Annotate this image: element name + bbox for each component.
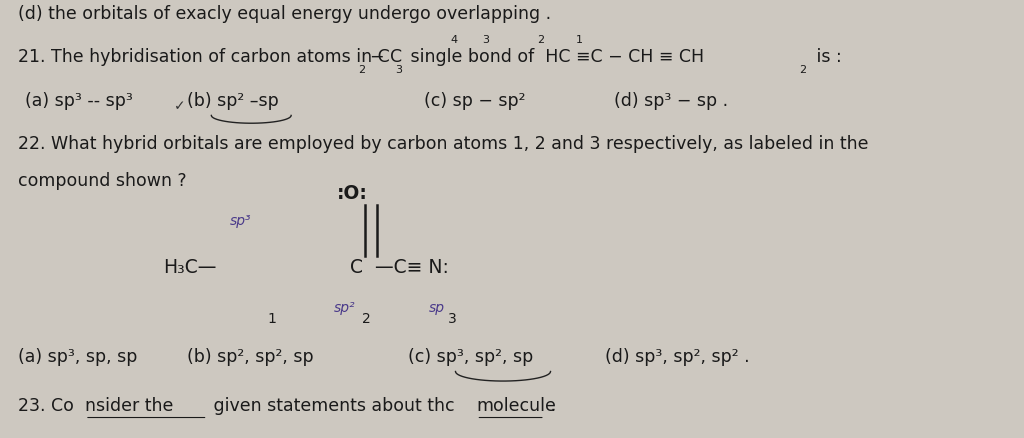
Text: 3: 3 bbox=[482, 35, 489, 45]
Text: given statements about thc: given statements about thc bbox=[208, 396, 460, 414]
Text: sp: sp bbox=[429, 300, 444, 314]
Text: 2: 2 bbox=[538, 35, 545, 45]
Text: H₃C—: H₃C— bbox=[163, 257, 216, 276]
Text: (d) sp³ − sp .: (d) sp³ − sp . bbox=[614, 92, 728, 110]
Text: 2: 2 bbox=[362, 311, 371, 325]
Text: (b) sp² –sp: (b) sp² –sp bbox=[186, 92, 279, 110]
Text: —C≡ N:: —C≡ N: bbox=[375, 257, 449, 276]
Text: sp²: sp² bbox=[334, 300, 355, 314]
Text: (c) sp − sp²: (c) sp − sp² bbox=[424, 92, 525, 110]
Text: (a) sp³, sp, sp: (a) sp³, sp, sp bbox=[18, 347, 138, 365]
Text: (a) sp³ -- sp³: (a) sp³ -- sp³ bbox=[26, 92, 133, 110]
Text: is :: is : bbox=[811, 48, 842, 66]
Text: 2: 2 bbox=[800, 65, 807, 75]
Text: − C: − C bbox=[370, 48, 402, 66]
Text: (d) the orbitals of exacly equal energy undergo overlapping .: (d) the orbitals of exacly equal energy … bbox=[18, 5, 552, 23]
Text: 23. Co: 23. Co bbox=[18, 396, 75, 414]
Text: sp³: sp³ bbox=[229, 213, 251, 227]
Text: 1: 1 bbox=[267, 311, 276, 325]
Text: (d) sp³, sp², sp² .: (d) sp³, sp², sp² . bbox=[604, 347, 750, 365]
Text: 3: 3 bbox=[447, 311, 457, 325]
Text: (c) sp³, sp², sp: (c) sp³, sp², sp bbox=[408, 347, 534, 365]
Text: compound shown ?: compound shown ? bbox=[18, 171, 187, 189]
Text: single bond of  HC ≡C − CH ≡ CH: single bond of HC ≡C − CH ≡ CH bbox=[406, 48, 705, 66]
Text: 2: 2 bbox=[358, 65, 366, 75]
Text: molecule: molecule bbox=[476, 396, 556, 414]
Text: nsider the: nsider the bbox=[85, 396, 173, 414]
Text: :O:: :O: bbox=[337, 184, 368, 202]
Text: .: . bbox=[545, 396, 556, 414]
Text: 21. The hybridisation of carbon atoms in C: 21. The hybridisation of carbon atoms in… bbox=[18, 48, 390, 66]
Text: 1: 1 bbox=[577, 35, 583, 45]
Text: ✓: ✓ bbox=[174, 99, 186, 113]
Text: 22. What hybrid orbitals are employed by carbon atoms 1, 2 and 3 respectively, a: 22. What hybrid orbitals are employed by… bbox=[18, 134, 869, 152]
Text: 4: 4 bbox=[451, 35, 458, 45]
Text: 3: 3 bbox=[395, 65, 402, 75]
Text: C: C bbox=[350, 257, 364, 276]
Text: (b) sp², sp², sp: (b) sp², sp², sp bbox=[186, 347, 313, 365]
